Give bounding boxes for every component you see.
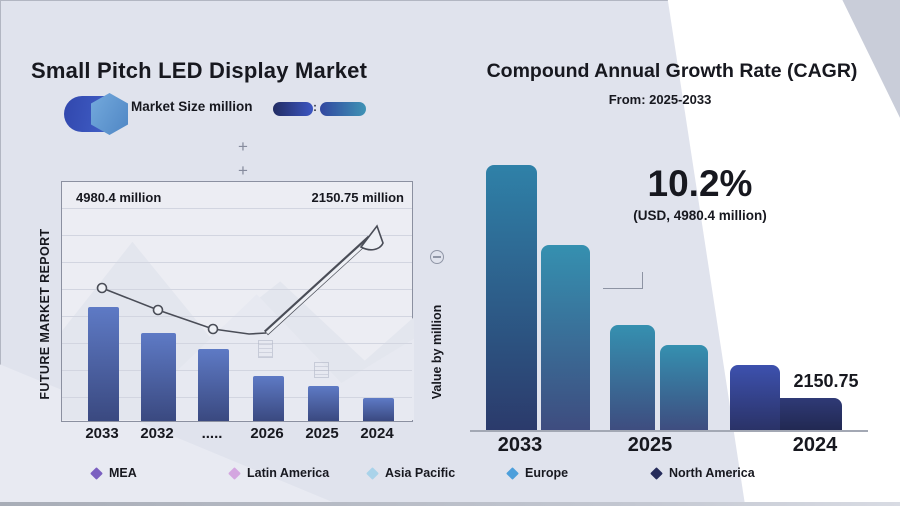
market-size-bar (88, 307, 119, 421)
cagr-bar (660, 345, 708, 431)
circled-minus-icon (430, 250, 444, 264)
line-marker (207, 323, 219, 335)
cagr-subtitle: From: 2025-2033 (608, 92, 712, 107)
x-axis-line (470, 430, 868, 432)
gridlines (62, 182, 412, 421)
cagr-x-axis-label: 2033 (497, 434, 543, 456)
legend-diamond-icon (366, 466, 379, 480)
line-marker (96, 282, 108, 294)
legend-label: Latin America (247, 466, 330, 480)
plus-icon: + (238, 137, 248, 156)
market-size-bar (363, 398, 394, 421)
cagr-x-axis-label: 2024 (792, 434, 838, 456)
x-axis-label: 2032 (140, 425, 174, 442)
legend-label: Europe (525, 466, 569, 480)
legend-item: North America (650, 466, 755, 480)
line-marker (152, 304, 164, 316)
ghost-document-icon (258, 340, 273, 358)
left-vertical-axis-title: FUTURE MARKET REPORT (38, 228, 52, 400)
market-size-bar (198, 349, 229, 421)
plus-icon: + (238, 161, 248, 180)
x-axis-label: 2026 (250, 425, 284, 442)
ratio-pill-left-icon (273, 102, 313, 116)
legend-item: Asia Pacific (366, 466, 456, 480)
ratio-colon: : (313, 100, 317, 114)
cagr-bar (541, 245, 590, 431)
legend-label: Asia Pacific (385, 466, 456, 480)
end-value-annotation: 2150.75 million (311, 190, 405, 205)
legend-diamond-icon (650, 466, 663, 480)
legend-item: Europe (506, 466, 569, 480)
x-axis-label: 2024 (360, 425, 394, 442)
step-bracket-decoration (603, 272, 643, 289)
legend-label: North America (669, 466, 755, 480)
page-title: Small Pitch LED Display Market (31, 58, 368, 83)
series-legend-label: Market Size million (131, 99, 253, 114)
start-value-annotation: 4980.4 million (76, 190, 162, 205)
cagr-bar (780, 398, 842, 431)
cagr-bar (730, 365, 780, 431)
cagr-bar (486, 165, 537, 431)
legend-item: Latin America (228, 466, 330, 480)
x-axis-label: 2033 (85, 425, 119, 442)
value-callout: 2150.75 (793, 371, 859, 391)
right-vertical-axis-title: Value by million (430, 304, 444, 400)
market-size-chart: 4980.4 million 2150.75 million (61, 181, 414, 422)
x-axis-label: ..... (201, 425, 223, 442)
cagr-basis: (USD, 4980.4 million) (633, 208, 767, 223)
cagr-percentage: 10.2% (647, 163, 753, 204)
arrow-head-icon (359, 224, 384, 251)
legend-diamond-icon (228, 466, 241, 480)
ghost-document-icon (314, 362, 329, 378)
legend-diamond-icon (90, 466, 103, 480)
trend-line-and-arrow (96, 224, 384, 336)
market-size-bar (253, 376, 284, 421)
x-axis-label: 2025 (305, 425, 339, 442)
legend-diamond-icon (506, 466, 519, 480)
legend-label: MEA (109, 466, 137, 480)
market-size-bar (141, 333, 176, 421)
cagr-x-axis-label: 2025 (627, 434, 673, 456)
market-size-bar (308, 386, 339, 421)
legend-item: MEA (90, 466, 137, 480)
cagr-bar (610, 325, 655, 431)
bottom-border-strip (0, 502, 900, 506)
ratio-pill-right-icon (320, 102, 366, 116)
cagr-title: Compound Annual Growth Rate (CAGR) (486, 60, 858, 82)
